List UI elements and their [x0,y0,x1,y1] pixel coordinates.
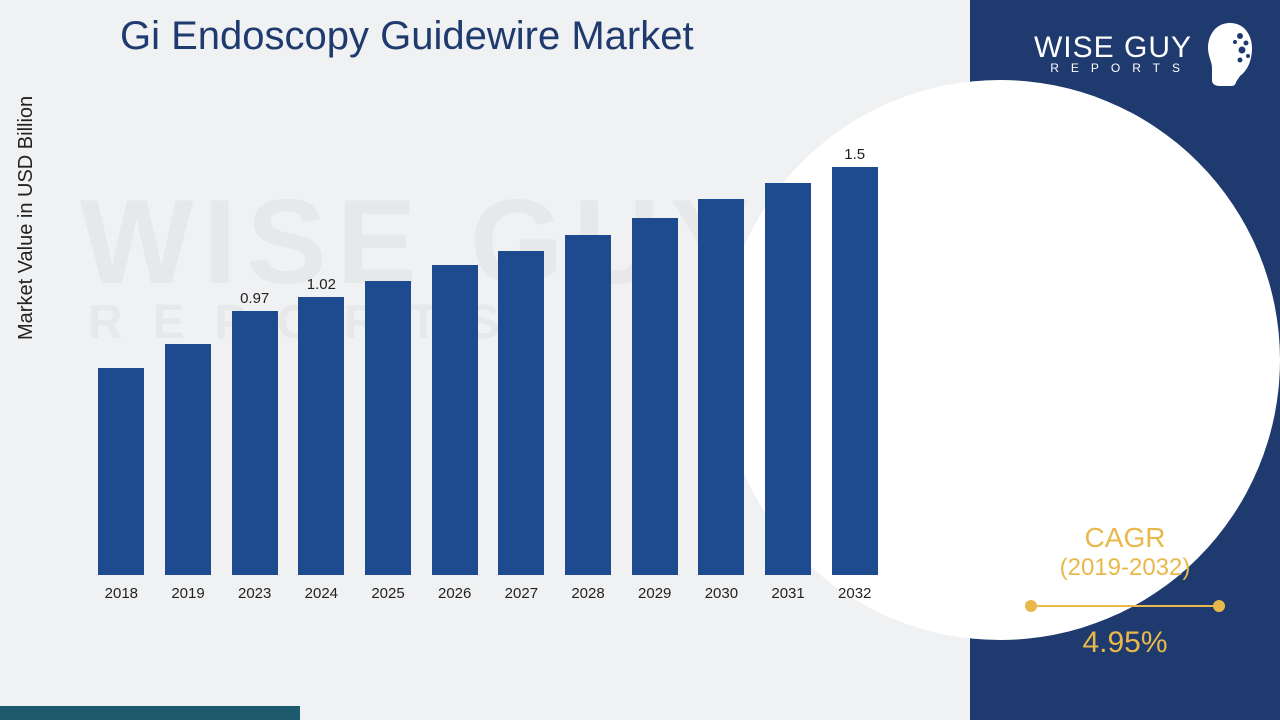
bar [698,199,744,575]
x-tick-label: 2032 [821,585,888,602]
x-tick-label: 2019 [155,585,222,602]
bar [632,218,678,575]
bar-wrap [688,199,755,575]
x-tick-label: 2018 [88,585,155,602]
cagr-period: (2019-2032) [970,554,1280,582]
bar-wrap: 1.02 [288,297,355,575]
brand-logo: WISE GUY REPORTS [1034,18,1260,88]
bar-wrap [755,183,822,575]
x-tick-label: 2031 [755,585,822,602]
cagr-dot-right [1213,600,1225,612]
logo-sub-text: REPORTS [1034,61,1192,75]
bar-wrap [488,251,555,575]
bar [432,265,478,575]
bar-wrap: 0.97 [221,311,288,575]
x-tick-label: 2024 [288,585,355,602]
bottom-accent-bar [0,706,300,720]
cagr-block: CAGR (2019-2032) 4.95% [970,522,1280,660]
bar-wrap [555,235,622,575]
bar [232,311,278,575]
bar-value-label: 1.02 [288,276,355,293]
x-tick-label: 2026 [421,585,488,602]
logo-head-icon [1200,18,1260,88]
bar [365,281,411,575]
x-tick-label: 2030 [688,585,755,602]
bar [298,297,344,575]
x-tick-label: 2028 [555,585,622,602]
bar [832,167,878,576]
chart-title: Gi Endoscopy Guidewire Market [120,14,694,59]
bar-wrap [355,281,422,575]
cagr-dot-left [1025,600,1037,612]
bars-container: 0.971.021.5 [88,145,888,575]
cagr-title: CAGR [970,522,1280,554]
bar-value-label: 0.97 [221,290,288,307]
bar [498,251,544,575]
x-labels-container: 2018201920232024202520262027202820292030… [88,585,888,602]
x-tick-label: 2025 [355,585,422,602]
bar-wrap [155,344,222,575]
y-axis-label: Market Value in USD Billion [15,96,38,340]
bar-wrap [621,218,688,575]
bar [165,344,211,575]
bar-wrap [421,265,488,575]
logo-main-text: WISE GUY [1034,31,1192,65]
cagr-value: 4.95% [970,626,1280,660]
x-tick-label: 2023 [221,585,288,602]
bar [565,235,611,575]
cagr-divider [1025,600,1225,612]
bar-wrap [88,368,155,575]
x-tick-label: 2029 [621,585,688,602]
bar-wrap: 1.5 [821,167,888,576]
x-tick-label: 2027 [488,585,555,602]
bar [765,183,811,575]
bar [98,368,144,575]
bar-value-label: 1.5 [821,146,888,163]
